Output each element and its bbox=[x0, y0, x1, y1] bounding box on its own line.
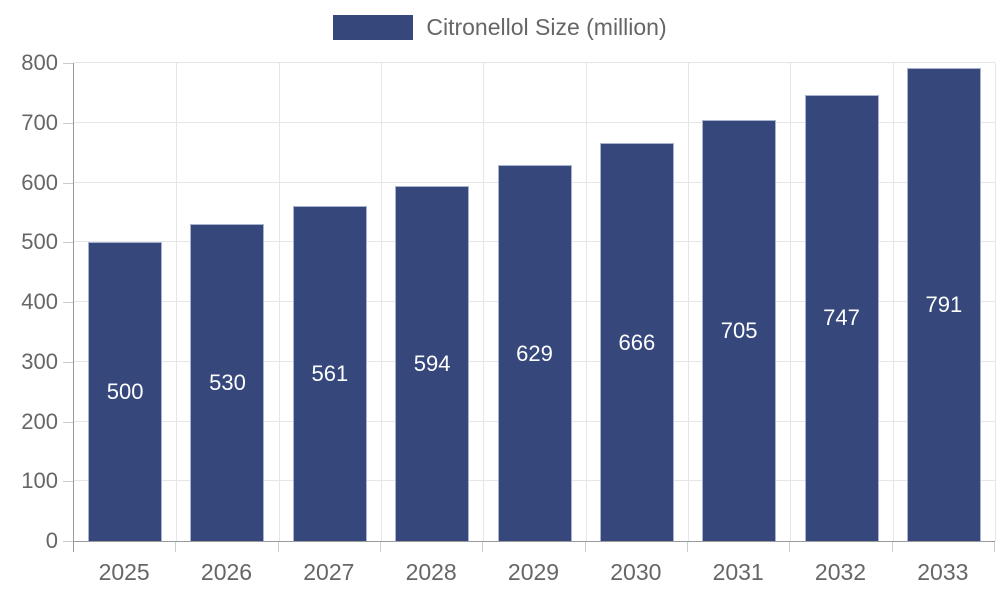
x-axis-tick-label: 2032 bbox=[814, 559, 867, 585]
x-gridline bbox=[176, 63, 178, 541]
bar-2026[interactable]: 530 bbox=[190, 224, 265, 541]
bar-2031[interactable]: 705 bbox=[702, 119, 777, 541]
y-tick-mark bbox=[63, 182, 73, 184]
y-axis-tick-label: 0 bbox=[45, 528, 58, 553]
x-gridline bbox=[995, 63, 996, 541]
x-axis-tick-label: 2025 bbox=[98, 559, 150, 585]
y-axis-tick-label: 300 bbox=[21, 348, 58, 374]
bar-2025[interactable]: 500 bbox=[88, 242, 163, 541]
legend-label: Citronellol Size (million) bbox=[426, 14, 667, 40]
bar-value-label: 747 bbox=[823, 305, 860, 331]
legend-item[interactable]: Citronellol Size (million) bbox=[333, 14, 667, 41]
x-gridline bbox=[380, 63, 382, 541]
y-tick-mark bbox=[63, 421, 73, 423]
bar-2027[interactable]: 561 bbox=[292, 205, 367, 541]
bar-2032[interactable]: 747 bbox=[804, 94, 879, 541]
x-gridline bbox=[790, 63, 792, 541]
x-axis-tick-label: 2027 bbox=[303, 559, 355, 585]
legend-swatch-icon bbox=[333, 15, 414, 40]
x-gridline bbox=[892, 63, 894, 541]
y-axis-tick-label: 200 bbox=[21, 408, 58, 434]
y-tick-mark bbox=[63, 63, 73, 64]
plot-area: 500 530 561 594 629 666 705 747 791 bbox=[73, 62, 996, 542]
bar-2029[interactable]: 629 bbox=[497, 165, 572, 541]
y-axis-tick-label: 500 bbox=[21, 229, 58, 255]
x-axis-tick-label: 2030 bbox=[610, 559, 662, 585]
x-tick-mark bbox=[891, 542, 893, 552]
x-tick-mark bbox=[175, 542, 177, 552]
y-tick-mark bbox=[63, 302, 73, 303]
x-gridline bbox=[585, 63, 587, 541]
x-gridline bbox=[687, 63, 689, 541]
bar-value-label: 791 bbox=[925, 292, 963, 318]
y-tick-mark bbox=[63, 122, 73, 124]
x-tick-mark bbox=[482, 542, 484, 552]
bar-value-label: 705 bbox=[720, 317, 758, 343]
bar-2033[interactable]: 791 bbox=[906, 68, 981, 541]
y-tick-mark bbox=[63, 242, 73, 244]
y-axis-tick-label: 100 bbox=[21, 468, 58, 494]
x-axis-tick-label: 2031 bbox=[712, 559, 764, 585]
x-tick-mark bbox=[277, 542, 279, 552]
x-tick-mark bbox=[73, 542, 74, 552]
bar-value-label: 530 bbox=[209, 370, 246, 396]
y-tick-mark bbox=[63, 541, 73, 542]
x-tick-mark bbox=[789, 542, 791, 552]
bar-2030[interactable]: 666 bbox=[599, 143, 674, 541]
x-gridline bbox=[483, 63, 485, 541]
x-axis-tick-label: 2033 bbox=[917, 559, 969, 585]
bar-value-label: 594 bbox=[413, 351, 451, 377]
x-tick-mark bbox=[584, 542, 586, 552]
x-axis-tick-label: 2029 bbox=[507, 559, 560, 585]
y-gridline bbox=[74, 62, 995, 63]
y-axis-tick-label: 400 bbox=[21, 289, 58, 314]
y-tick-mark bbox=[63, 361, 73, 363]
x-gridline bbox=[278, 63, 280, 541]
x-tick-mark bbox=[687, 542, 688, 552]
x-axis-tick-label: 2026 bbox=[200, 559, 253, 585]
bar-value-label: 666 bbox=[618, 329, 656, 355]
bar-value-label: 500 bbox=[106, 379, 144, 405]
y-axis-tick-label: 800 bbox=[21, 50, 58, 75]
y-tick-mark bbox=[63, 481, 73, 483]
legend: Citronellol Size (million) bbox=[0, 14, 1000, 41]
bar-value-label: 629 bbox=[516, 340, 553, 366]
y-axis-tick-label: 700 bbox=[21, 109, 58, 135]
x-axis-tick-label: 2028 bbox=[405, 559, 457, 585]
x-tick-mark bbox=[994, 542, 995, 552]
bar-value-label: 561 bbox=[311, 360, 349, 386]
x-tick-mark bbox=[380, 542, 381, 552]
bar-2028[interactable]: 594 bbox=[395, 186, 470, 541]
y-gridline bbox=[74, 121, 995, 123]
y-axis-tick-label: 600 bbox=[21, 169, 58, 195]
